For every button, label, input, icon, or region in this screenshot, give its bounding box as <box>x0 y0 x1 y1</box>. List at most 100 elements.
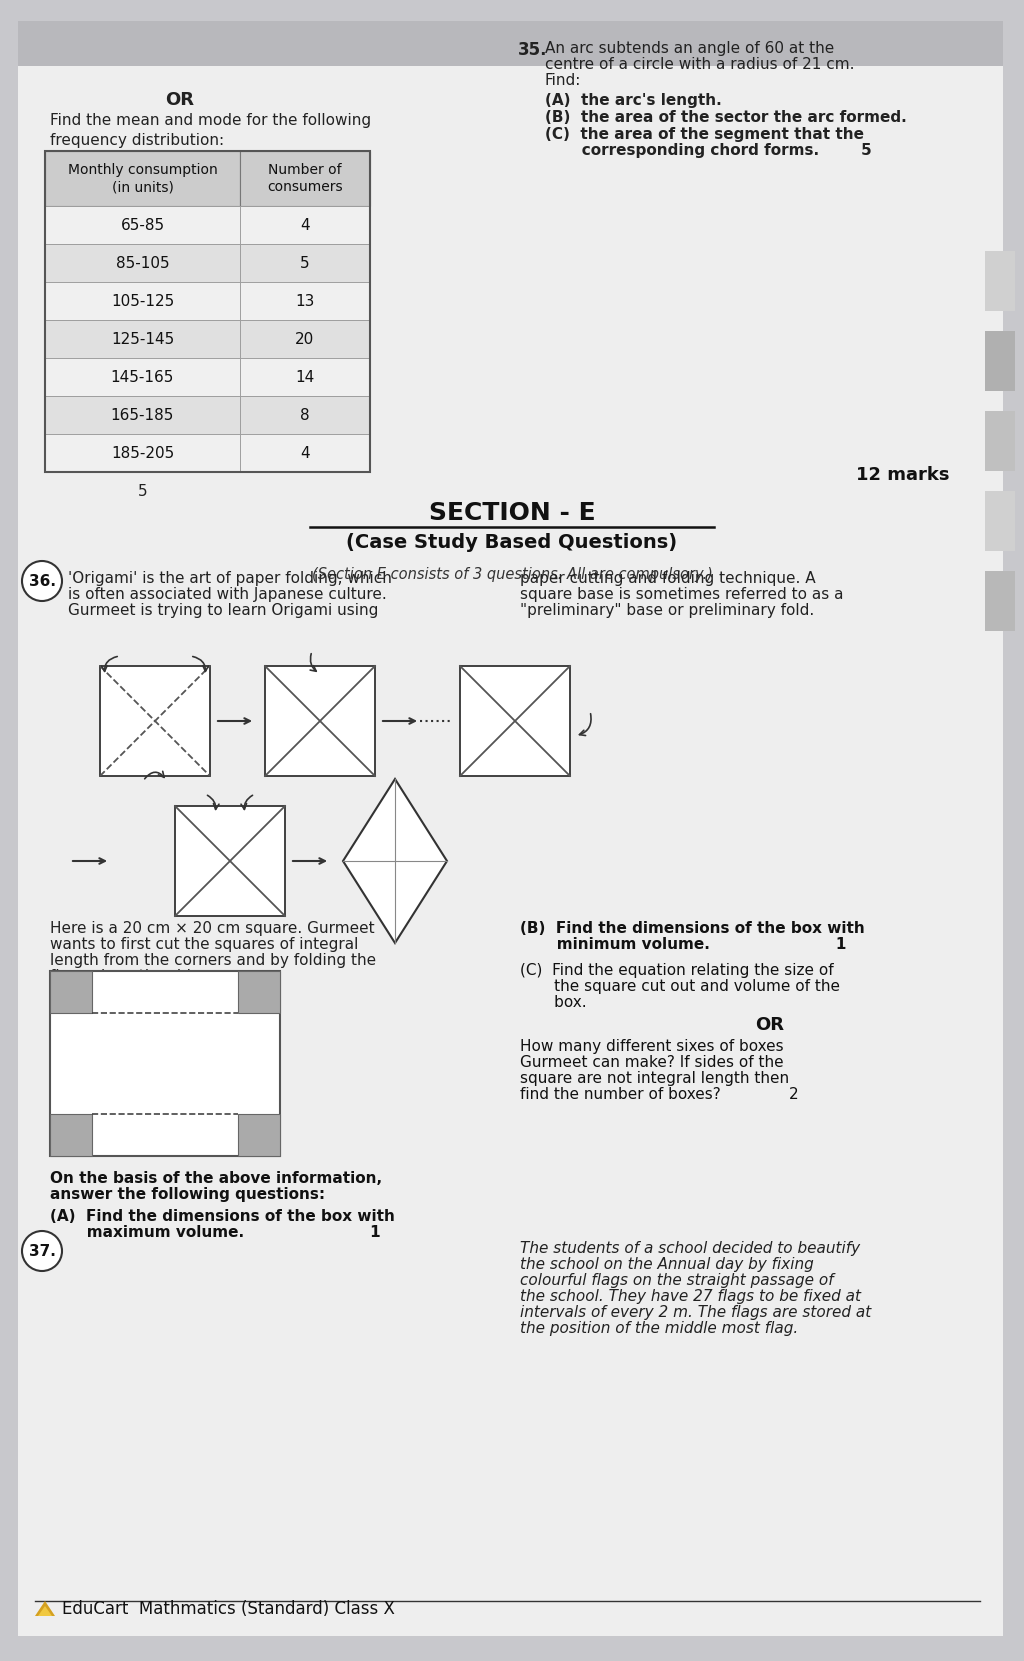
Text: On the basis of the above information,: On the basis of the above information, <box>50 1171 382 1186</box>
Bar <box>175 806 285 915</box>
Text: length from the corners and by folding the: length from the corners and by folding t… <box>50 953 376 968</box>
Polygon shape <box>175 811 285 915</box>
Text: 145-165: 145-165 <box>111 369 174 384</box>
Text: How many different sixes of boxes: How many different sixes of boxes <box>520 1040 783 1055</box>
Text: OR: OR <box>166 91 195 110</box>
Text: square are not integral length then: square are not integral length then <box>520 1071 790 1086</box>
Bar <box>45 359 240 395</box>
Circle shape <box>22 561 62 601</box>
Bar <box>240 151 370 206</box>
Text: answer the following questions:: answer the following questions: <box>50 1188 326 1203</box>
Text: 165-185: 165-185 <box>111 407 174 422</box>
Polygon shape <box>38 1606 52 1616</box>
Text: find the number of boxes?              2: find the number of boxes? 2 <box>520 1086 799 1101</box>
Text: paper cutting and folding technique. A: paper cutting and folding technique. A <box>520 571 816 586</box>
Text: (Section E consists of 3 questions. All are compulsory.): (Section E consists of 3 questions. All … <box>311 566 713 581</box>
Text: (A)  Find the dimensions of the box with: (A) Find the dimensions of the box with <box>50 1209 395 1224</box>
Text: 20: 20 <box>295 332 314 347</box>
Text: The students of a school decided to beautify: The students of a school decided to beau… <box>520 1241 860 1256</box>
Text: 5: 5 <box>137 483 147 498</box>
Text: (B)  Find the dimensions of the box with: (B) Find the dimensions of the box with <box>520 920 864 937</box>
Bar <box>45 151 240 206</box>
Text: the school. They have 27 flags to be fixed at: the school. They have 27 flags to be fix… <box>520 1289 861 1304</box>
Bar <box>985 492 1015 551</box>
Text: 4: 4 <box>300 445 310 460</box>
Bar <box>238 972 280 1013</box>
Text: 13: 13 <box>295 294 314 309</box>
Text: the square cut out and volume of the: the square cut out and volume of the <box>520 978 840 993</box>
Text: the school on the Annual day by fixing: the school on the Annual day by fixing <box>520 1257 814 1272</box>
Text: 'Origami' is the art of paper folding, which: 'Origami' is the art of paper folding, w… <box>68 571 392 586</box>
Text: OR: OR <box>756 1017 784 1035</box>
Text: is often associated with Japanese culture.: is often associated with Japanese cultur… <box>68 586 387 601</box>
Text: 12 marks: 12 marks <box>856 467 950 483</box>
Text: the position of the middle most flag.: the position of the middle most flag. <box>520 1320 799 1335</box>
Text: Find the mean and mode for the following
frequency distribution:: Find the mean and mode for the following… <box>50 113 371 148</box>
Text: 65-85: 65-85 <box>121 218 165 233</box>
Text: EduCart  Mathmatics (Standard) Class X: EduCart Mathmatics (Standard) Class X <box>62 1600 395 1618</box>
Text: corresponding chord forms.        5: corresponding chord forms. 5 <box>545 143 871 158</box>
Text: box.: box. <box>520 995 587 1010</box>
Text: Here is a 20 cm × 20 cm square. Gurmeet: Here is a 20 cm × 20 cm square. Gurmeet <box>50 920 375 937</box>
Text: maximum volume.                        1: maximum volume. 1 <box>50 1226 381 1241</box>
Text: 85-105: 85-105 <box>116 256 169 271</box>
Circle shape <box>22 1231 62 1271</box>
Text: 8: 8 <box>300 407 310 422</box>
Text: 37.: 37. <box>29 1244 55 1259</box>
Text: (C)  Find the equation relating the size of: (C) Find the equation relating the size … <box>520 963 834 978</box>
Bar <box>240 321 370 359</box>
Bar <box>460 666 570 776</box>
Text: Number of
consumers: Number of consumers <box>267 163 343 194</box>
Bar <box>50 1115 92 1156</box>
Text: intervals of every 2 m. The flags are stored at: intervals of every 2 m. The flags are st… <box>520 1306 871 1320</box>
Text: (A)  the arc's length.: (A) the arc's length. <box>545 93 722 108</box>
Text: centre of a circle with a radius of 21 cm.: centre of a circle with a radius of 21 c… <box>545 56 854 71</box>
Text: 5: 5 <box>300 256 310 271</box>
Text: An arc subtends an angle of 60 at the: An arc subtends an angle of 60 at the <box>545 42 835 56</box>
Text: Gurmeet can make? If sides of the: Gurmeet can make? If sides of the <box>520 1055 783 1070</box>
Bar <box>45 321 240 359</box>
Text: SECTION - E: SECTION - E <box>429 502 595 525</box>
Text: colourful flags on the straight passage of: colourful flags on the straight passage … <box>520 1272 834 1287</box>
Bar <box>45 282 240 321</box>
Text: 4: 4 <box>300 218 310 233</box>
Bar <box>50 972 280 1156</box>
Text: Find:: Find: <box>545 73 582 88</box>
Text: 125-145: 125-145 <box>111 332 174 347</box>
Text: (Case Study Based Questions): (Case Study Based Questions) <box>346 533 678 551</box>
Bar <box>45 151 370 472</box>
Text: 35.: 35. <box>518 42 548 60</box>
Bar <box>240 395 370 434</box>
Bar <box>45 395 240 434</box>
Text: minimum volume.                        1: minimum volume. 1 <box>520 937 847 952</box>
Bar <box>45 206 240 244</box>
Text: wants to first cut the squares of integral: wants to first cut the squares of integr… <box>50 937 358 952</box>
Text: 36.: 36. <box>29 573 55 588</box>
Bar <box>50 972 92 1013</box>
Text: 14: 14 <box>295 369 314 384</box>
Bar <box>240 359 370 395</box>
Bar <box>45 434 240 472</box>
Bar <box>45 244 240 282</box>
Text: Gurmeet is trying to learn Origami using: Gurmeet is trying to learn Origami using <box>68 603 379 618</box>
Bar <box>240 244 370 282</box>
Text: (B)  the area of the sector the arc formed.: (B) the area of the sector the arc forme… <box>545 110 906 125</box>
Bar <box>238 1115 280 1156</box>
Bar <box>18 22 1002 66</box>
Bar <box>240 282 370 321</box>
Bar <box>985 571 1015 631</box>
Text: Monthly consumption
(in units): Monthly consumption (in units) <box>68 163 217 194</box>
Text: flaps along the sides.: flaps along the sides. <box>50 968 213 983</box>
Text: 185-205: 185-205 <box>111 445 174 460</box>
Text: (C)  the area of the segment that the: (C) the area of the segment that the <box>545 126 864 141</box>
Bar <box>240 434 370 472</box>
Text: 105-125: 105-125 <box>111 294 174 309</box>
Bar <box>985 251 1015 311</box>
Text: "preliminary" base or preliminary fold.: "preliminary" base or preliminary fold. <box>520 603 814 618</box>
Bar <box>240 206 370 244</box>
Bar <box>985 410 1015 472</box>
Bar <box>985 331 1015 390</box>
Bar <box>100 666 210 776</box>
Bar <box>265 666 375 776</box>
Polygon shape <box>343 779 447 943</box>
